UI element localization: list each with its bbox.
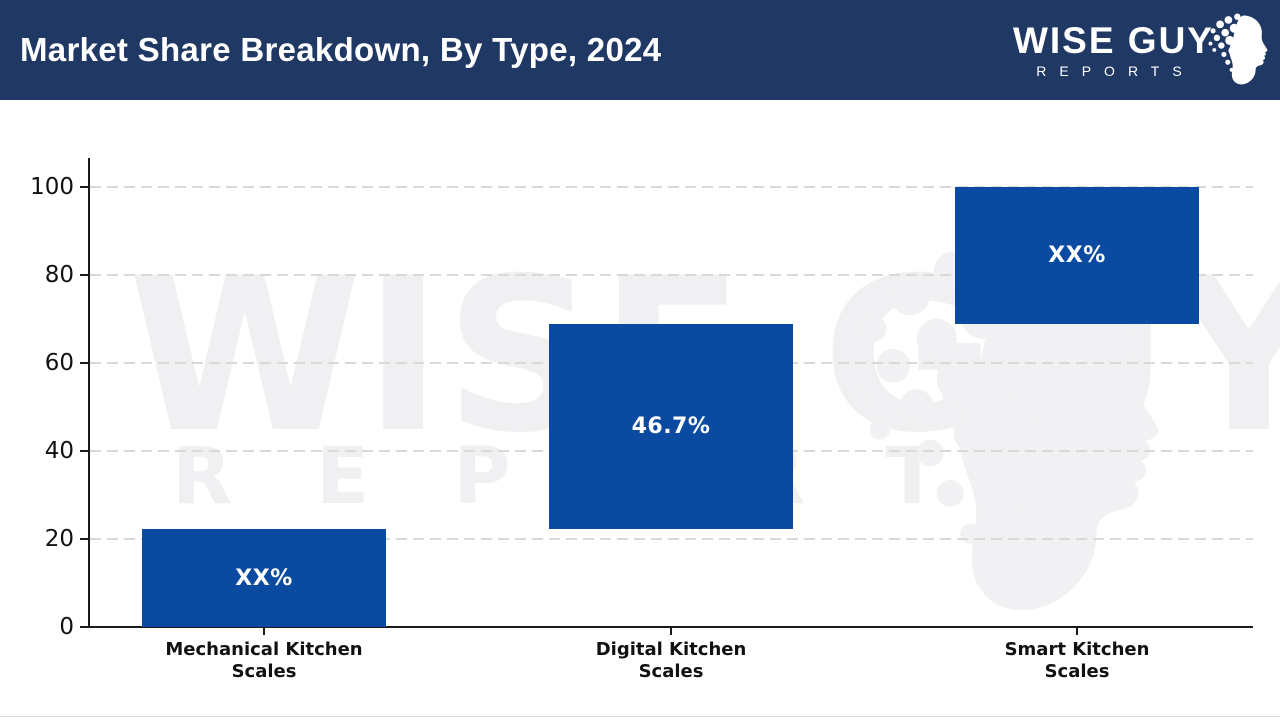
bar-digital-kitchen-scales: 46.7% xyxy=(549,323,793,530)
x-tick-mark xyxy=(1076,628,1078,635)
gridline-80 xyxy=(90,274,1253,276)
category-label-smart: Smart Kitchen Scales xyxy=(1004,639,1150,682)
gridline-100 xyxy=(90,186,1253,188)
y-tick-mark xyxy=(80,274,88,276)
y-tick-mark xyxy=(80,186,88,188)
bottom-divider xyxy=(0,716,1280,717)
wise-guy-reports-logo: WISE GUY REPORTS xyxy=(1013,0,1270,100)
y-tick-mark xyxy=(80,626,88,628)
y-tick-label-20: 20 xyxy=(44,526,74,552)
logo-head-icon xyxy=(1208,13,1268,85)
logo-subtitle: REPORTS xyxy=(1036,62,1195,79)
gridline-20 xyxy=(90,538,1253,540)
category-label-digital: Digital Kitchen Scales xyxy=(595,639,747,682)
y-tick-mark xyxy=(80,538,88,540)
y-tick-label-40: 40 xyxy=(44,438,74,464)
x-axis-line xyxy=(88,626,1253,628)
page-title: Market Share Breakdown, By Type, 2024 xyxy=(20,31,662,68)
y-tick-label-60: 60 xyxy=(44,350,74,376)
header-bar: Market Share Breakdown, By Type, 2024 WI… xyxy=(0,0,1280,100)
bar-smart-kitchen-scales: XX% xyxy=(955,187,1199,324)
x-tick-mark xyxy=(263,628,265,635)
y-tick-mark xyxy=(80,362,88,364)
bar-value-label: 46.7% xyxy=(631,414,711,440)
y-tick-mark xyxy=(80,450,88,452)
bar-value-label: XX% xyxy=(1048,242,1106,268)
y-axis-line xyxy=(88,158,90,628)
bar-mechanical-kitchen-scales: XX% xyxy=(142,529,386,627)
x-tick-mark xyxy=(670,628,672,635)
bar-value-label: XX% xyxy=(235,565,293,591)
y-tick-label-100: 100 xyxy=(30,174,74,200)
y-tick-label-0: 0 xyxy=(59,614,74,640)
y-tick-label-80: 80 xyxy=(44,262,74,288)
logo-name: WISE GUY xyxy=(1012,19,1214,61)
category-label-mechanical: Mechanical Kitchen Scales xyxy=(165,639,363,682)
